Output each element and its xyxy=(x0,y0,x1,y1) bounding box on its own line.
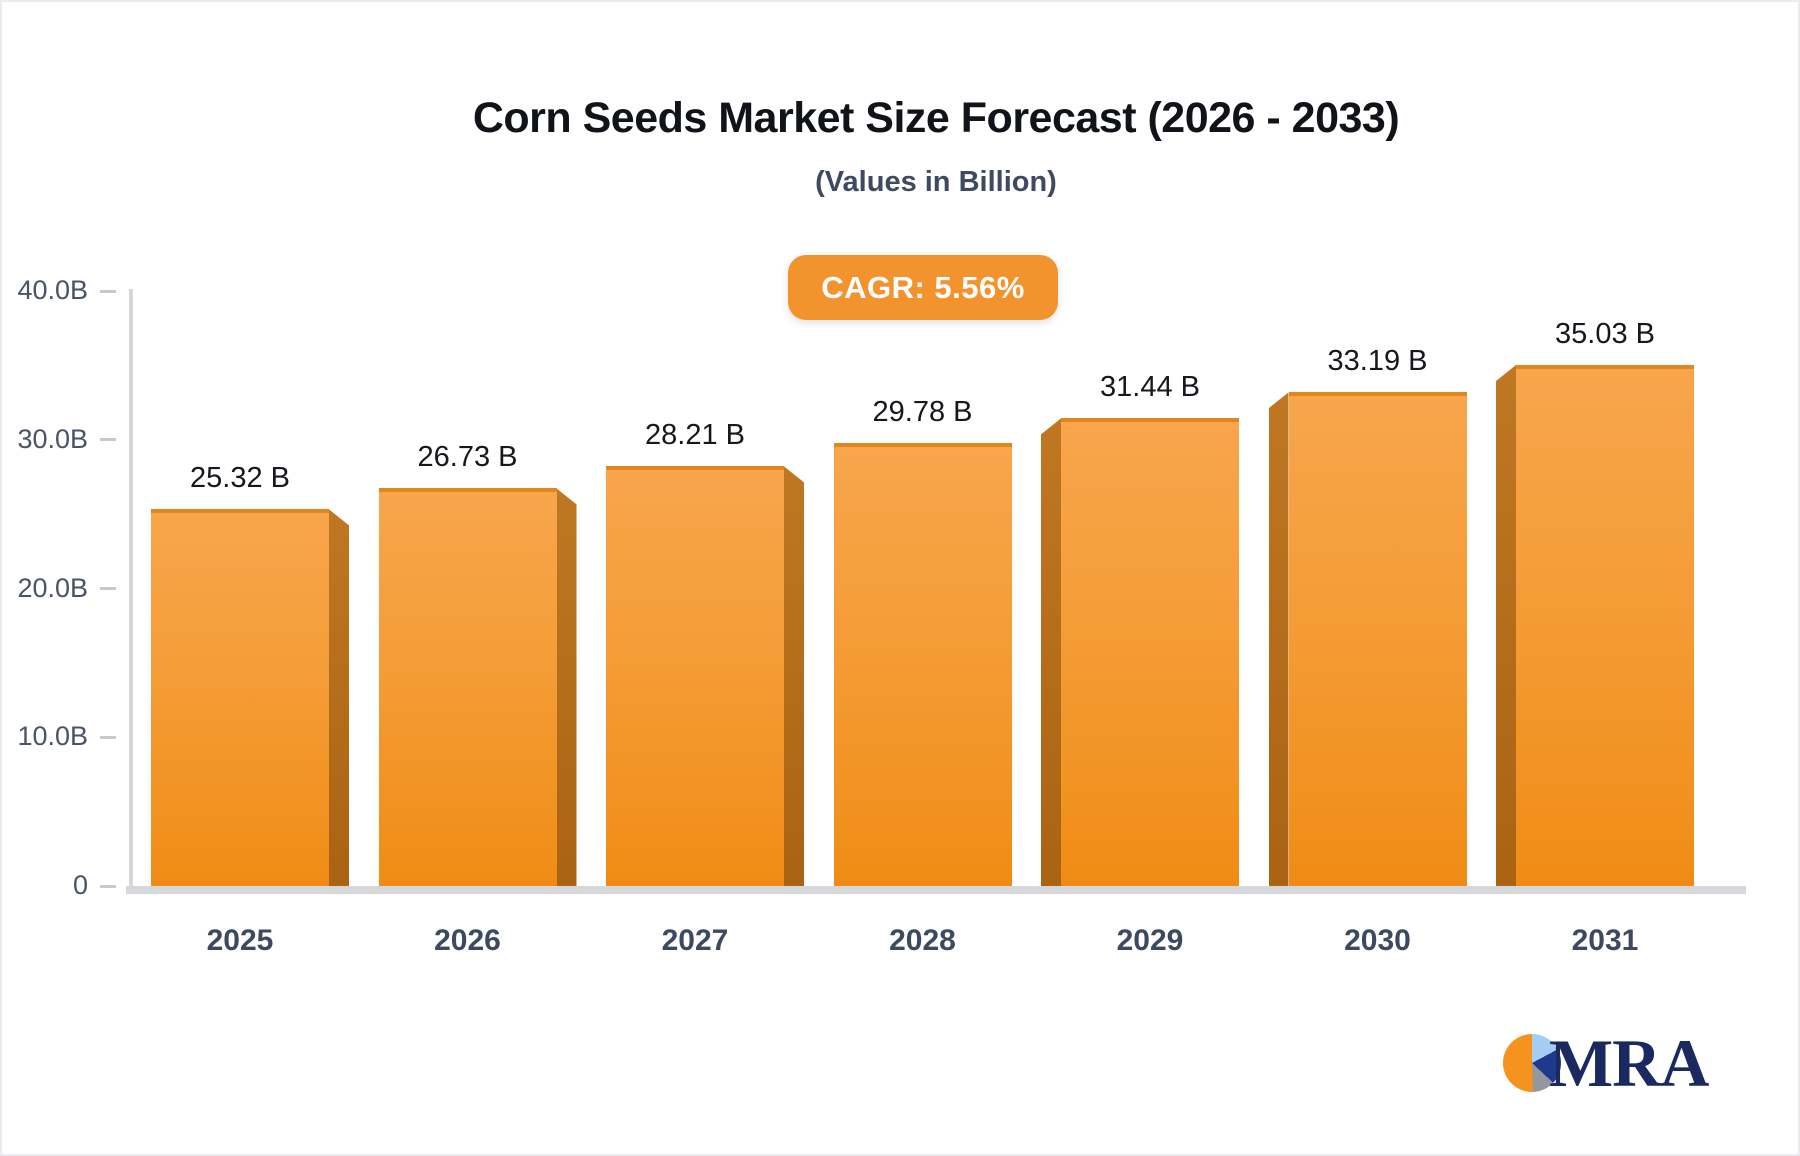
bar-2029[interactable]: 31.44 B 2029 xyxy=(1041,371,1239,957)
bar-2031[interactable]: 35.03 B 2031 xyxy=(1496,318,1694,957)
bar-value-label: 28.21 B xyxy=(645,419,745,452)
cagr-badge-label: CAGR: 5.56% xyxy=(821,269,1025,305)
x-axis-baseline xyxy=(126,886,1746,894)
bar-2030[interactable]: 33.19 B 2030 xyxy=(1268,345,1467,957)
x-axis-category-label: 2030 xyxy=(1344,924,1411,957)
x-axis-category-label: 2027 xyxy=(661,924,729,957)
bar-front-face[interactable] xyxy=(1516,364,1694,886)
bar-side-face xyxy=(1041,418,1061,886)
bar-side-face xyxy=(329,509,349,886)
bar-value-label: 25.32 B xyxy=(190,462,290,495)
bar-value-label: 29.78 B xyxy=(872,396,973,429)
bar-value-label: 31.44 B xyxy=(1100,371,1200,404)
y-axis-line xyxy=(129,289,133,890)
y-axis-tick xyxy=(100,438,116,442)
y-axis-tick-label: 0 xyxy=(72,870,88,900)
chart-subtitle: (Values in Billion) xyxy=(815,166,1057,198)
x-axis-category-label: 2026 xyxy=(434,924,501,957)
bar-side-face xyxy=(1496,364,1516,886)
y-axis-tick-label: 40.0B xyxy=(17,275,88,305)
brand-logo-text: MRA xyxy=(1549,1025,1709,1101)
x-axis-category-label: 2028 xyxy=(889,924,956,957)
y-axis-tick-label: 20.0B xyxy=(17,572,88,603)
bar-side-face xyxy=(1268,392,1289,886)
bar-front-face[interactable] xyxy=(378,488,557,886)
bar-front-face[interactable] xyxy=(1061,418,1239,886)
bar-2028[interactable]: 29.78 B 2028 xyxy=(833,396,1012,957)
bar-side-face xyxy=(784,466,804,886)
bar-2027[interactable]: 28.21 B 2027 xyxy=(606,419,804,957)
bar-2025[interactable]: 25.32 B 2025 xyxy=(151,462,349,957)
y-axis-tick xyxy=(100,289,116,293)
y-axis-tick-label: 10.0B xyxy=(17,721,88,752)
bar-value-label: 35.03 B xyxy=(1555,317,1655,350)
x-axis-category-label: 2031 xyxy=(1571,924,1639,957)
bar-2026[interactable]: 26.73 B 2026 xyxy=(378,441,577,957)
bar-front-face[interactable] xyxy=(833,443,1012,886)
bar-side-face xyxy=(556,488,577,886)
x-axis-category-label: 2029 xyxy=(1116,924,1184,957)
bar-front-face[interactable] xyxy=(606,466,784,886)
chart-title: Corn Seeds Market Size Forecast (2026 - … xyxy=(472,94,1400,142)
brand-logo: MRA xyxy=(1503,1025,1709,1101)
y-axis-tick xyxy=(100,735,116,739)
x-axis-category-label: 2025 xyxy=(206,924,274,957)
bar-front-face[interactable] xyxy=(1288,392,1467,886)
bar-value-label: 26.73 B xyxy=(417,441,518,474)
cagr-badge: CAGR: 5.56% xyxy=(788,255,1058,320)
y-axis-tick-label: 30.0B xyxy=(17,423,88,454)
y-axis-tick xyxy=(100,884,116,888)
y-axis-tick xyxy=(100,587,116,590)
bar-front-face[interactable] xyxy=(151,509,329,886)
pie-chart-icon xyxy=(1503,1034,1561,1092)
bar-value-label: 33.19 B xyxy=(1327,345,1428,378)
